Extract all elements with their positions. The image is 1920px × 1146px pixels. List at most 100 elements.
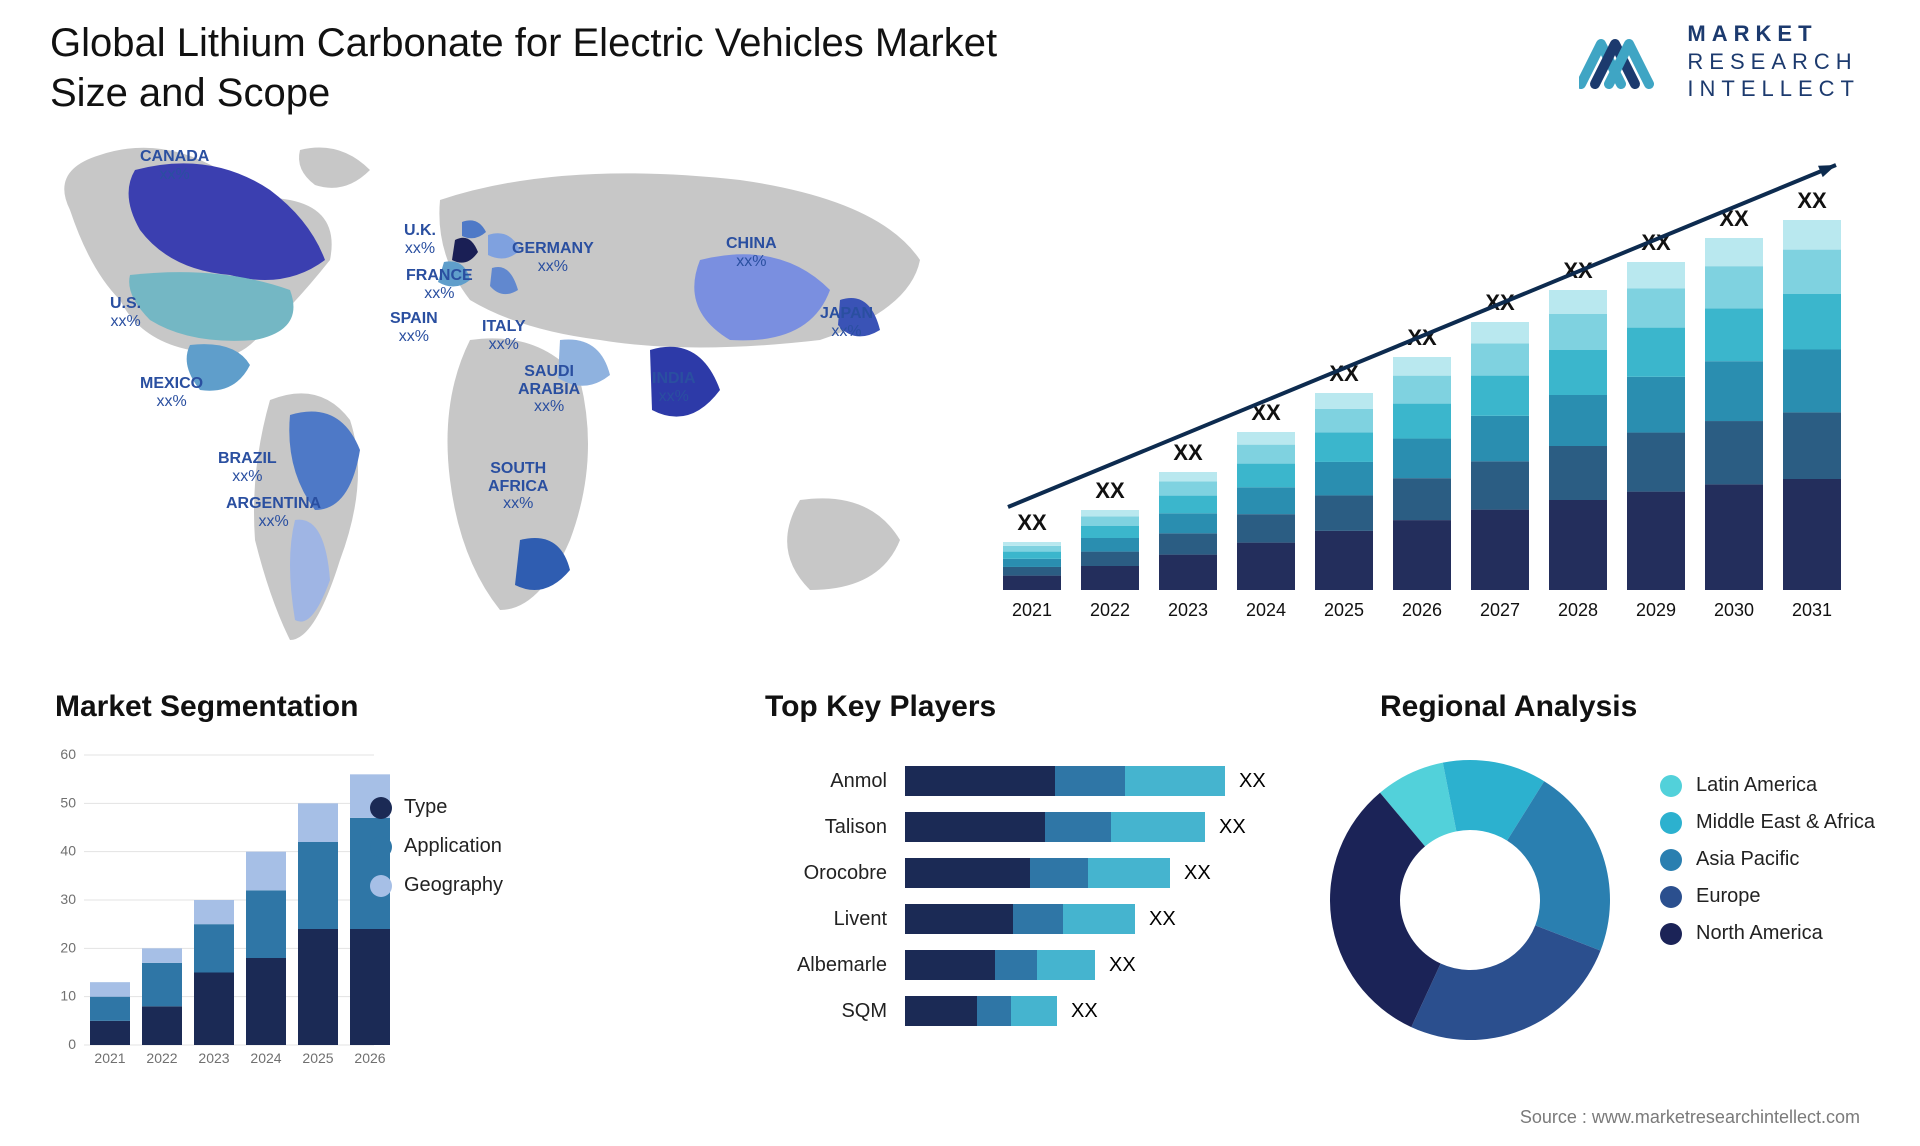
key-player-row: Anmol XX [765, 761, 1325, 801]
map-label: FRANCExx% [406, 267, 473, 302]
key-player-name: Orocobre [765, 862, 905, 885]
segmentation-title: Market Segmentation [55, 690, 358, 724]
legend-swatch [370, 875, 392, 897]
legend-swatch [1660, 775, 1682, 797]
legend-row: Type [370, 796, 503, 819]
key-player-row: Orocobre XX [765, 853, 1325, 893]
map-label: U.K.xx% [404, 222, 436, 257]
regional-donut [1315, 745, 1625, 1055]
legend-label: Asia Pacific [1696, 848, 1799, 871]
key-player-value: XX [1149, 908, 1176, 931]
key-player-row: SQM XX [765, 991, 1325, 1031]
svg-text:0: 0 [68, 1036, 76, 1052]
svg-text:2021: 2021 [1012, 600, 1052, 620]
svg-text:2027: 2027 [1480, 600, 1520, 620]
legend-label: Latin America [1696, 774, 1817, 797]
key-player-value: XX [1219, 816, 1246, 839]
map-label: BRAZILxx% [218, 450, 277, 485]
key-players-title: Top Key Players [765, 690, 996, 724]
key-player-bar [905, 904, 1135, 934]
legend-label: Middle East & Africa [1696, 811, 1875, 834]
svg-text:2021: 2021 [94, 1050, 125, 1066]
logo-text: MARKET RESEARCH INTELLECT [1687, 20, 1860, 103]
map-label: SAUDIARABIAxx% [518, 363, 580, 416]
map-label: JAPANxx% [820, 305, 873, 340]
map-label: ITALYxx% [482, 318, 526, 353]
regional-legend: Latin America Middle East & Africa Asia Pa… [1660, 760, 1875, 959]
key-player-value: XX [1109, 954, 1136, 977]
key-player-bar [905, 766, 1225, 796]
logo: MARKET RESEARCH INTELLECT [1579, 20, 1860, 103]
key-player-row: Talison XX [765, 807, 1325, 847]
key-player-name: Livent [765, 908, 905, 931]
svg-text:10: 10 [60, 988, 76, 1004]
svg-text:2031: 2031 [1792, 600, 1832, 620]
svg-text:2023: 2023 [1168, 600, 1208, 620]
key-player-value: XX [1071, 1000, 1098, 1023]
svg-text:2030: 2030 [1714, 600, 1754, 620]
svg-text:XX: XX [1173, 440, 1203, 465]
legend-row: Geography [370, 874, 503, 897]
map-label: INDIAxx% [652, 370, 696, 405]
map-label: CHINAxx% [726, 235, 777, 270]
legend-label: North America [1696, 922, 1823, 945]
map-label: ARGENTINAxx% [226, 495, 321, 530]
world-map: CANADAxx% U.S.xx% MEXICOxx% BRAZILxx% ARGENT… [40, 140, 940, 660]
key-player-bar [905, 996, 1057, 1026]
key-player-name: Albemarle [765, 954, 905, 977]
forecast-chart: XX2021XX2022XX2023XX2024XX2025XX2026XX20… [985, 150, 1863, 640]
page: Global Lithium Carbonate for Electric Ve… [0, 0, 1920, 1146]
map-label: U.S.xx% [110, 295, 141, 330]
map-label: MEXICOxx% [140, 375, 203, 410]
svg-text:XX: XX [1095, 478, 1125, 503]
map-label: CANADAxx% [140, 148, 209, 183]
svg-text:50: 50 [60, 794, 76, 810]
legend-row: Application [370, 835, 503, 858]
svg-text:2026: 2026 [354, 1050, 385, 1066]
legend-label: Europe [1696, 885, 1761, 908]
legend-row: Middle East & Africa [1660, 811, 1875, 834]
svg-text:XX: XX [1797, 188, 1827, 213]
legend-label: Type [404, 796, 447, 819]
map-label: SOUTHAFRICAxx% [488, 460, 548, 513]
legend-label: Geography [404, 874, 503, 897]
legend-row: Latin America [1660, 774, 1875, 797]
key-player-name: SQM [765, 1000, 905, 1023]
svg-text:60: 60 [60, 746, 76, 762]
legend-label: Application [404, 835, 502, 858]
map-label: GERMANYxx% [512, 240, 594, 275]
legend-swatch [1660, 886, 1682, 908]
regional-donut-svg [1315, 745, 1625, 1055]
legend-swatch [1660, 923, 1682, 945]
logo-icon [1579, 24, 1669, 99]
svg-text:2026: 2026 [1402, 600, 1442, 620]
svg-text:2024: 2024 [250, 1050, 281, 1066]
regional-title: Regional Analysis [1380, 690, 1637, 724]
svg-text:20: 20 [60, 939, 76, 955]
svg-text:2029: 2029 [1636, 600, 1676, 620]
legend-swatch [370, 797, 392, 819]
forecast-chart-svg: XX2021XX2022XX2023XX2024XX2025XX2026XX20… [985, 150, 1863, 640]
legend-swatch [1660, 849, 1682, 871]
svg-text:2023: 2023 [198, 1050, 229, 1066]
legend-swatch [370, 836, 392, 858]
svg-text:2022: 2022 [1090, 600, 1130, 620]
svg-text:30: 30 [60, 891, 76, 907]
svg-text:2025: 2025 [1324, 600, 1364, 620]
key-player-name: Anmol [765, 770, 905, 793]
key-player-bar [905, 858, 1170, 888]
key-player-row: Livent XX [765, 899, 1325, 939]
key-player-name: Talison [765, 816, 905, 839]
svg-text:XX: XX [1017, 510, 1047, 535]
map-label: SPAINxx% [390, 310, 438, 345]
legend-row: Asia Pacific [1660, 848, 1875, 871]
svg-text:2028: 2028 [1558, 600, 1598, 620]
segmentation-legend: Type Application Geography [370, 780, 503, 913]
key-player-value: XX [1184, 862, 1211, 885]
key-player-row: Albemarle XX [765, 945, 1325, 985]
key-player-value: XX [1239, 770, 1266, 793]
legend-row: North America [1660, 922, 1875, 945]
svg-text:2024: 2024 [1246, 600, 1286, 620]
legend-swatch [1660, 812, 1682, 834]
page-title: Global Lithium Carbonate for Electric Ve… [50, 18, 1010, 118]
